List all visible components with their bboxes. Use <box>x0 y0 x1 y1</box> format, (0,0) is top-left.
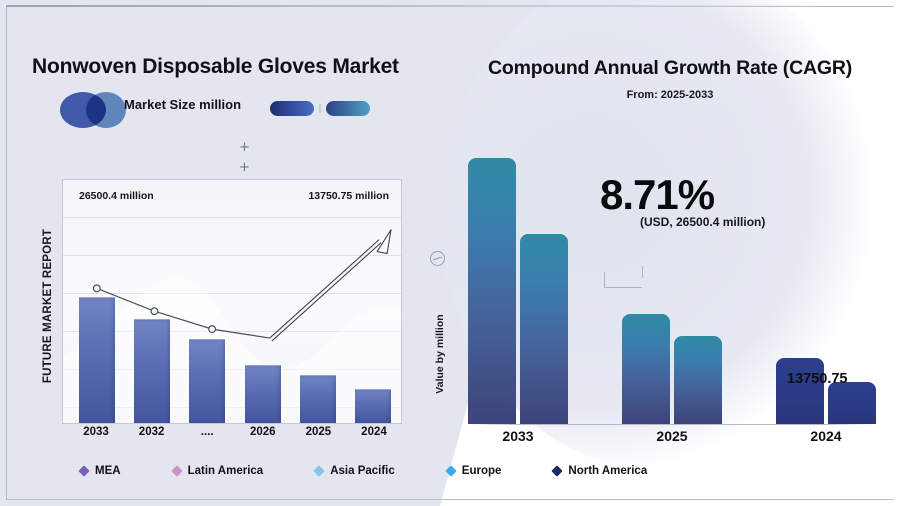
circled-minus-icon <box>430 251 445 266</box>
legend-item-north-america[interactable]: North America <box>551 465 648 477</box>
legend-label: MEA <box>95 465 121 477</box>
up-right-arrow-icon <box>269 229 392 342</box>
cagr-value: 8.71% <box>600 171 715 218</box>
gradient-pill-right-icon <box>326 101 370 116</box>
right-chart-baseline <box>470 424 872 425</box>
left-chart-xlabel-1: 2032 <box>138 426 165 438</box>
frame-top-line <box>6 5 826 7</box>
chart-legend: MEA Latin America Asia Pacific Europe No… <box>78 465 648 477</box>
left-market-size-chart: 26500.4 million 13750.75 million <box>62 179 402 424</box>
left-chart-xlabel-0: 2033 <box>83 426 109 438</box>
logo-circle-light-icon <box>86 92 126 128</box>
plus-mark-icon: + <box>239 140 250 155</box>
left-chart-xlabel-5: 2024 <box>361 426 387 438</box>
brand-logo-icon <box>60 92 126 128</box>
left-chart-bar-2024[interactable] <box>354 389 391 423</box>
legend-marker-icon <box>313 465 325 477</box>
left-chart-label-start: 26500.4 million <box>79 190 154 202</box>
right-chart-value-label: 13750.75 <box>787 371 848 387</box>
legend-item-europe[interactable]: Europe <box>445 465 502 477</box>
legend-item-latin-america[interactable]: Latin America <box>170 465 264 477</box>
right-chart-xlabel-2: 2024 <box>810 428 842 444</box>
right-chart-group-2025 <box>622 314 722 424</box>
left-chart-xlabel-3: 2026 <box>249 426 276 438</box>
legend-label: Europe <box>461 465 502 477</box>
left-chart-bar-2025[interactable] <box>299 375 336 423</box>
right-chart-x-axis-labels: 2033 2025 2024 <box>462 428 882 444</box>
left-chart-gridlines <box>63 180 401 423</box>
right-chart-bar-2025-lower[interactable] <box>674 336 722 424</box>
legend-marker-icon <box>78 465 90 477</box>
left-chart-bar-mid[interactable] <box>189 339 226 423</box>
left-chart-bars <box>79 223 391 423</box>
left-chart-xlabel-4: 2025 <box>305 426 332 438</box>
legend-marker-icon <box>170 465 183 477</box>
right-chart-bar-2033-upper[interactable] <box>468 158 516 424</box>
left-chart-y-axis-title: FUTURE MARKET REPORT <box>42 228 54 384</box>
left-chart-x-axis-labels: 2033 2032 .... 2026 2025 2024 <box>62 426 402 438</box>
right-chart-bar-2024-lower[interactable] <box>828 382 876 424</box>
legend-marker-icon <box>551 465 564 477</box>
plus-mark-icon: + <box>239 160 250 175</box>
right-chart-group-2033 <box>468 158 568 424</box>
pill-separator-icon <box>319 104 321 113</box>
right-chart-bar-2033-lower[interactable] <box>520 234 568 424</box>
legend-item-mea[interactable]: MEA <box>78 465 121 477</box>
corner-bracket-marker-icon <box>604 266 643 288</box>
gradient-pill-left-icon <box>270 101 314 116</box>
right-chart-group-2024 <box>776 358 876 424</box>
pill-group <box>270 101 370 116</box>
left-chart-trend-line <box>92 229 392 342</box>
legend-item-asia-pacific[interactable]: Asia Pacific <box>313 465 395 477</box>
legend-label: Latin America <box>187 465 264 477</box>
legend-label: North America <box>568 465 648 477</box>
cagr-note: (USD, 26500.4 million) <box>640 215 766 229</box>
right-chart-xlabel-1: 2025 <box>656 428 688 444</box>
cagr-title: Compound Annual Growth Rate (CAGR) <box>487 57 853 79</box>
left-chart-bar-2032[interactable] <box>134 319 171 423</box>
left-chart-bar-2033[interactable] <box>79 297 115 423</box>
left-chart-xlabel-2: .... <box>200 426 214 438</box>
legend-label: Asia Pacific <box>330 465 395 477</box>
right-cagr-chart <box>462 150 882 425</box>
left-chart-value-axis-title: Value by million <box>434 314 446 394</box>
cagr-subtitle: From: 2025-2033 <box>626 89 714 101</box>
legend-marker-icon <box>445 465 457 477</box>
page-title: Nonwoven Disposable Gloves Market <box>32 55 399 78</box>
right-chart-bar-2025-upper[interactable] <box>622 314 670 424</box>
logo-caption: Market Size million <box>124 97 242 112</box>
left-chart-label-end: 13750.75 million <box>308 190 389 202</box>
right-chart-bar-groups <box>462 150 882 424</box>
right-chart-xlabel-0: 2033 <box>502 428 534 444</box>
left-chart-bar-2026[interactable] <box>244 365 281 423</box>
right-chart-bar-2024-upper[interactable] <box>776 358 824 424</box>
